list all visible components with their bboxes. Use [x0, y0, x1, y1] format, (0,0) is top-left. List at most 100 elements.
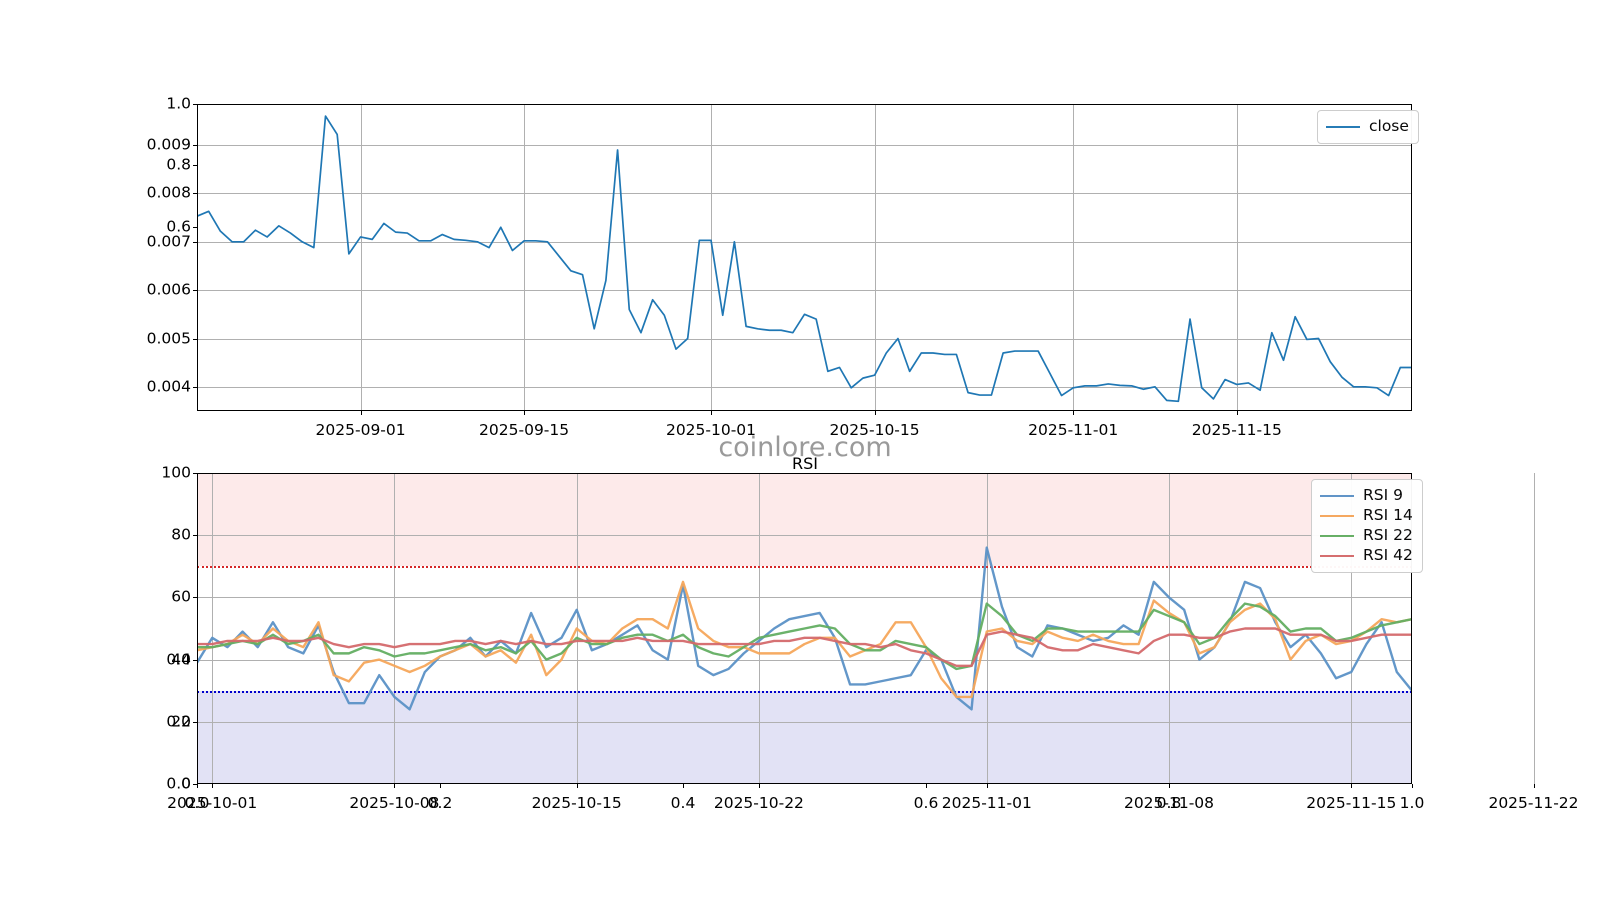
price-x-tick-label: 2025-09-01 [315, 421, 406, 439]
legend-label-rsi-22: RSI 22 [1363, 526, 1413, 545]
price-y-tick-mark [193, 386, 197, 388]
rsi-x-tick-mark [1533, 784, 1535, 788]
price-chart-legend[interactable]: close [1317, 110, 1419, 144]
rsi-gridline-horizontal [197, 659, 1412, 661]
rsi-threshold-line [197, 566, 1412, 569]
rsi-gridline-vertical [1533, 473, 1535, 784]
rsi-x-tick-label: 2025-11-08 [1123, 794, 1215, 812]
rsi-y-tick-label: 60 [171, 587, 191, 606]
rsi-y-normalized-tick-mark [193, 721, 197, 723]
price-gridline-horizontal [197, 386, 1412, 388]
rsi-gridline-vertical [1351, 473, 1353, 784]
rsi-x-normalized-tick-label: 0.6 [913, 794, 939, 812]
rsi-gridline-vertical [986, 473, 988, 784]
rsi-x-normalized-tick-label: 1.0 [1399, 794, 1425, 812]
rsi-threshold-lines [197, 473, 1412, 784]
price-y-tick-label: 0.008 [146, 183, 191, 202]
rsi-y-tick-mark [193, 597, 197, 599]
legend-color-swatch-close [1326, 126, 1360, 128]
rsi-chart-legend[interactable]: RSI 9 RSI 14 RSI 22 RSI 42 [1311, 479, 1423, 573]
price-x-tick-label: 2025-11-01 [1028, 421, 1119, 439]
price-gridline-horizontal [197, 193, 1412, 195]
rsi-x-tick-mark [986, 784, 988, 788]
rsi-x-normalized-tick-mark [440, 784, 441, 788]
rsi-y-tick-label: 40 [171, 649, 191, 668]
rsi-x-normalized-tick-mark [1169, 784, 1170, 788]
rsi-x-normalized-tick-label: 0.8 [1156, 794, 1182, 812]
price-y-tick-mark [193, 290, 197, 292]
rsi-gridline-vertical [394, 473, 396, 784]
price-y-tick-mark [193, 338, 197, 340]
price-gridline-horizontal [197, 241, 1412, 243]
watermark-text: coinlore.com [718, 432, 892, 463]
rsi-gridline-vertical [212, 473, 214, 784]
rsi-x-normalized-tick-label: 0.0 [184, 794, 210, 812]
rsi-x-tick-label: 2025-10-15 [531, 794, 622, 812]
rsi-gridline-horizontal [197, 597, 1412, 599]
price-gridline-vertical [360, 104, 362, 411]
legend-color-swatch-rsi-42 [1320, 555, 1354, 557]
rsi-x-tick-mark [1351, 784, 1353, 788]
rsi-x-tick-label: 2025-11-15 [1306, 794, 1397, 812]
price-series-layer [196, 104, 1413, 411]
rsi-threshold-band [197, 690, 1412, 784]
rsi-gridline-vertical [1169, 473, 1170, 784]
price-gridline-horizontal [197, 338, 1412, 340]
price-y-tick-label: 0.007 [146, 232, 191, 251]
price-y-normalized-tick-mark [193, 226, 197, 228]
legend-label-rsi-14: RSI 14 [1363, 506, 1413, 525]
rsi-y-normalized-tick-label: 0.0 [166, 774, 191, 793]
legend-label-rsi-42: RSI 42 [1363, 546, 1413, 565]
price-gridline-vertical [711, 104, 712, 411]
rsi-series-layer [195, 473, 1414, 784]
price-y-tick-mark [193, 241, 197, 243]
price-x-tick-mark [524, 411, 526, 415]
price-y-tick-label: 0.004 [146, 377, 191, 396]
rsi-x-normalized-tick-label: 0.4 [670, 794, 696, 812]
price-y-tick-label: 0.005 [146, 328, 191, 347]
rsi-x-normalized-tick-mark [926, 784, 927, 788]
rsi-panel-title: RSI [792, 454, 818, 473]
price-gridline-vertical [1073, 104, 1075, 411]
rsi-x-tick-label: 2025-11-01 [941, 794, 1032, 812]
legend-label-close: close [1369, 117, 1409, 136]
price-x-tick-mark [711, 411, 712, 415]
price-x-tick-label: 2025-09-15 [479, 421, 570, 439]
legend-color-swatch-rsi-22 [1320, 535, 1354, 537]
legend-label-rsi-9: RSI 9 [1363, 486, 1403, 505]
rsi-threshold-line [197, 690, 1412, 693]
rsi-y-normalized-tick-label: 0.2 [166, 712, 191, 731]
legend-row: RSI 14 [1320, 506, 1413, 526]
rsi-gridline-horizontal [197, 535, 1412, 537]
legend-color-swatch-rsi-14 [1320, 515, 1354, 517]
price-gridline-vertical [524, 104, 526, 411]
rsi-gridline-horizontal [197, 721, 1412, 723]
rsi-x-normalized-tick-label: 0.2 [427, 794, 453, 812]
price-x-tick-mark [874, 411, 876, 415]
legend-color-swatch-rsi-9 [1320, 495, 1354, 497]
price-x-tick-label: 2025-11-15 [1191, 421, 1282, 439]
legend-row: RSI 9 [1320, 486, 1413, 506]
price-x-tick-mark [1073, 411, 1075, 415]
rsi-x-tick-label: 2025-10-08 [349, 794, 440, 812]
rsi-y-normalized-tick-mark [193, 659, 197, 661]
price-y-tick-mark [193, 193, 197, 195]
rsi-y-normalized-tick-mark [193, 784, 197, 785]
rsi-threshold-band [197, 473, 1412, 567]
legend-row: RSI 22 [1320, 526, 1413, 546]
rsi-x-normalized-tick-mark [683, 784, 684, 788]
rsi-x-tick-label: 2025-11-22 [1488, 794, 1579, 812]
rsi-y-tick-mark [193, 535, 197, 537]
price-y-normalized-tick-label: 1.0 [166, 94, 191, 113]
rsi-y-normalized-tick-label: 0.4 [166, 649, 191, 668]
price-gridline-vertical [874, 104, 876, 411]
rsi-x-tick-mark [394, 784, 396, 788]
price-gridline-vertical [1236, 104, 1238, 411]
rsi-threshold-bands [197, 473, 1412, 784]
rsi-y-tick-label: 80 [171, 525, 191, 544]
rsi-x-normalized-tick-mark [197, 784, 198, 788]
price-y-normalized-tick-label: 0.6 [166, 217, 191, 236]
price-y-normalized-tick-mark [193, 104, 197, 105]
price-y-normalized-tick-mark [193, 165, 197, 167]
